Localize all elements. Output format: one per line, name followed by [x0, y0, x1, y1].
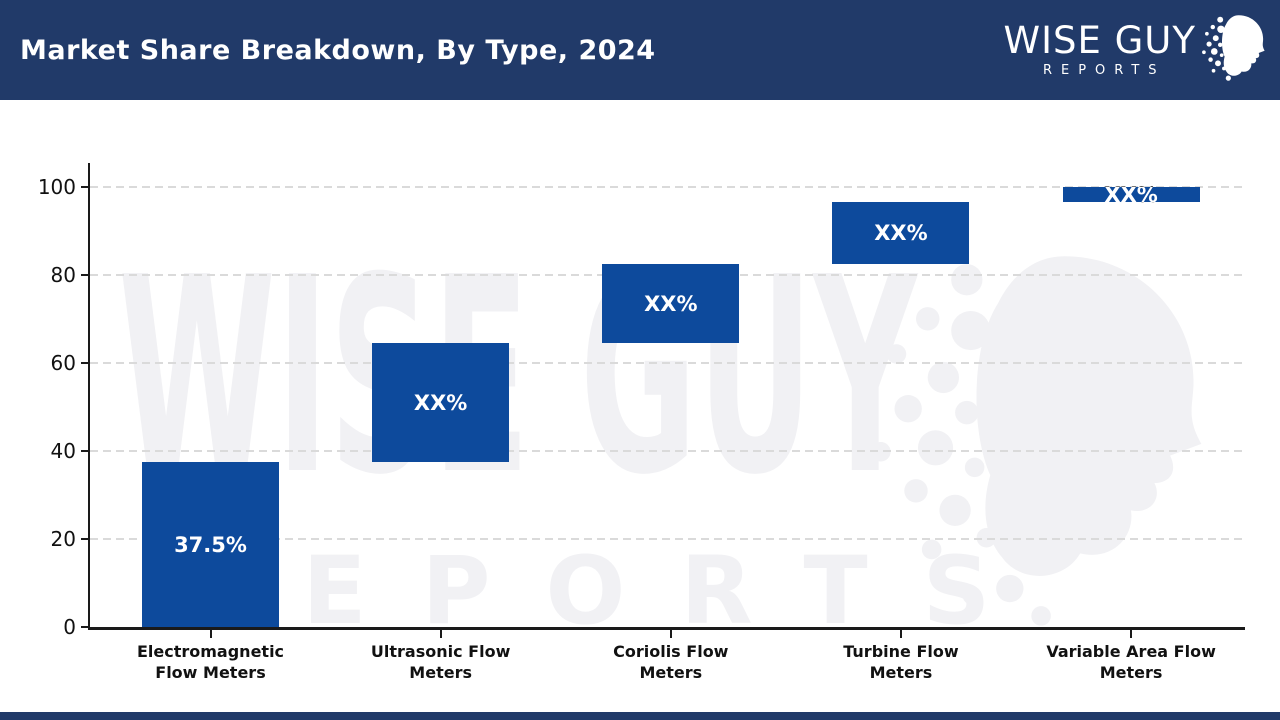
header-bar: Market Share Breakdown, By Type, 2024 WI… — [0, 0, 1280, 100]
bar-value-label: XX% — [644, 291, 698, 316]
watermark-head-icon — [871, 256, 1202, 626]
bar-group: XX%XX% — [1062, 183, 1200, 207]
y-axis-tick — [81, 450, 90, 452]
category-label: Ultrasonic Flow Meters — [326, 641, 556, 683]
category-label: Electromagnetic Flow Meters — [96, 641, 326, 683]
category-label: Turbine Flow Meters — [786, 641, 1016, 683]
category-label-line: Flow Meters — [155, 663, 266, 682]
y-axis-tick — [81, 538, 90, 540]
y-axis-tick — [81, 626, 90, 628]
y-tick-label: 20 — [50, 527, 76, 551]
category-label-line: Coriolis Flow — [613, 642, 729, 661]
gridline — [90, 538, 1245, 540]
x-axis-tick — [669, 630, 672, 638]
category-label-line: Meters — [1099, 663, 1163, 682]
bar-value-label: 37.5% — [174, 532, 247, 557]
y-axis-tick — [81, 362, 90, 364]
bar-value-label: XX% — [1104, 187, 1158, 203]
bar-group: XX%XX% — [832, 202, 970, 264]
y-axis-tick — [81, 186, 90, 188]
x-axis-tick — [1130, 630, 1133, 638]
bar-group: XX%XX% — [372, 343, 510, 462]
bar-group: XX%XX% — [602, 264, 740, 344]
x-axis-tick — [439, 630, 442, 638]
bar-value-label: XX% — [874, 221, 928, 246]
y-axis-tick — [81, 274, 90, 276]
category-label-line: Meters — [409, 663, 472, 682]
brand-logo-text: WISE GUY REPORTS — [1004, 22, 1196, 78]
brand-head-icon — [1202, 15, 1265, 81]
page-title: Market Share Breakdown, By Type, 2024 — [20, 34, 656, 66]
footer-bar — [0, 712, 1280, 720]
bar-value-label: XX% — [413, 390, 468, 415]
brand-name: WISE GUY — [1003, 19, 1196, 62]
gridline — [90, 362, 1245, 364]
category-label-line: Variable Area Flow — [1046, 642, 1216, 661]
bar: XX% — [372, 343, 510, 462]
x-axis-tick — [209, 630, 212, 638]
y-axis-line — [88, 163, 90, 630]
y-tick-label: 100 — [37, 175, 76, 199]
y-tick-label: 40 — [50, 439, 76, 463]
x-axis-line — [88, 627, 1245, 630]
gridline — [90, 186, 1245, 188]
y-tick-label: 0 — [63, 615, 76, 639]
y-tick-label: 80 — [50, 263, 76, 287]
category-label: Variable Area Flow Meters — [1016, 641, 1246, 683]
x-axis-tick — [899, 630, 902, 638]
category-label-line: Meters — [639, 663, 703, 682]
brand-subtitle: REPORTS — [1042, 63, 1166, 78]
y-tick-label: 60 — [50, 351, 76, 375]
bar: XX% — [1062, 187, 1200, 203]
category-label-line: Ultrasonic Flow — [370, 642, 511, 661]
category-label-line: Turbine Flow — [843, 642, 959, 661]
bar-group: 37.5%37.5% — [142, 462, 279, 627]
brand-logo: WISE GUY REPORTS — [1004, 0, 1272, 100]
bar: 37.5% — [142, 462, 279, 627]
category-label-line: Electromagnetic — [136, 642, 285, 661]
category-label-line: Meters — [869, 663, 933, 682]
category-label: Coriolis Flow Meters — [556, 641, 786, 683]
gridline — [90, 450, 1245, 452]
bar: XX% — [602, 264, 740, 344]
bar: XX% — [832, 202, 970, 264]
